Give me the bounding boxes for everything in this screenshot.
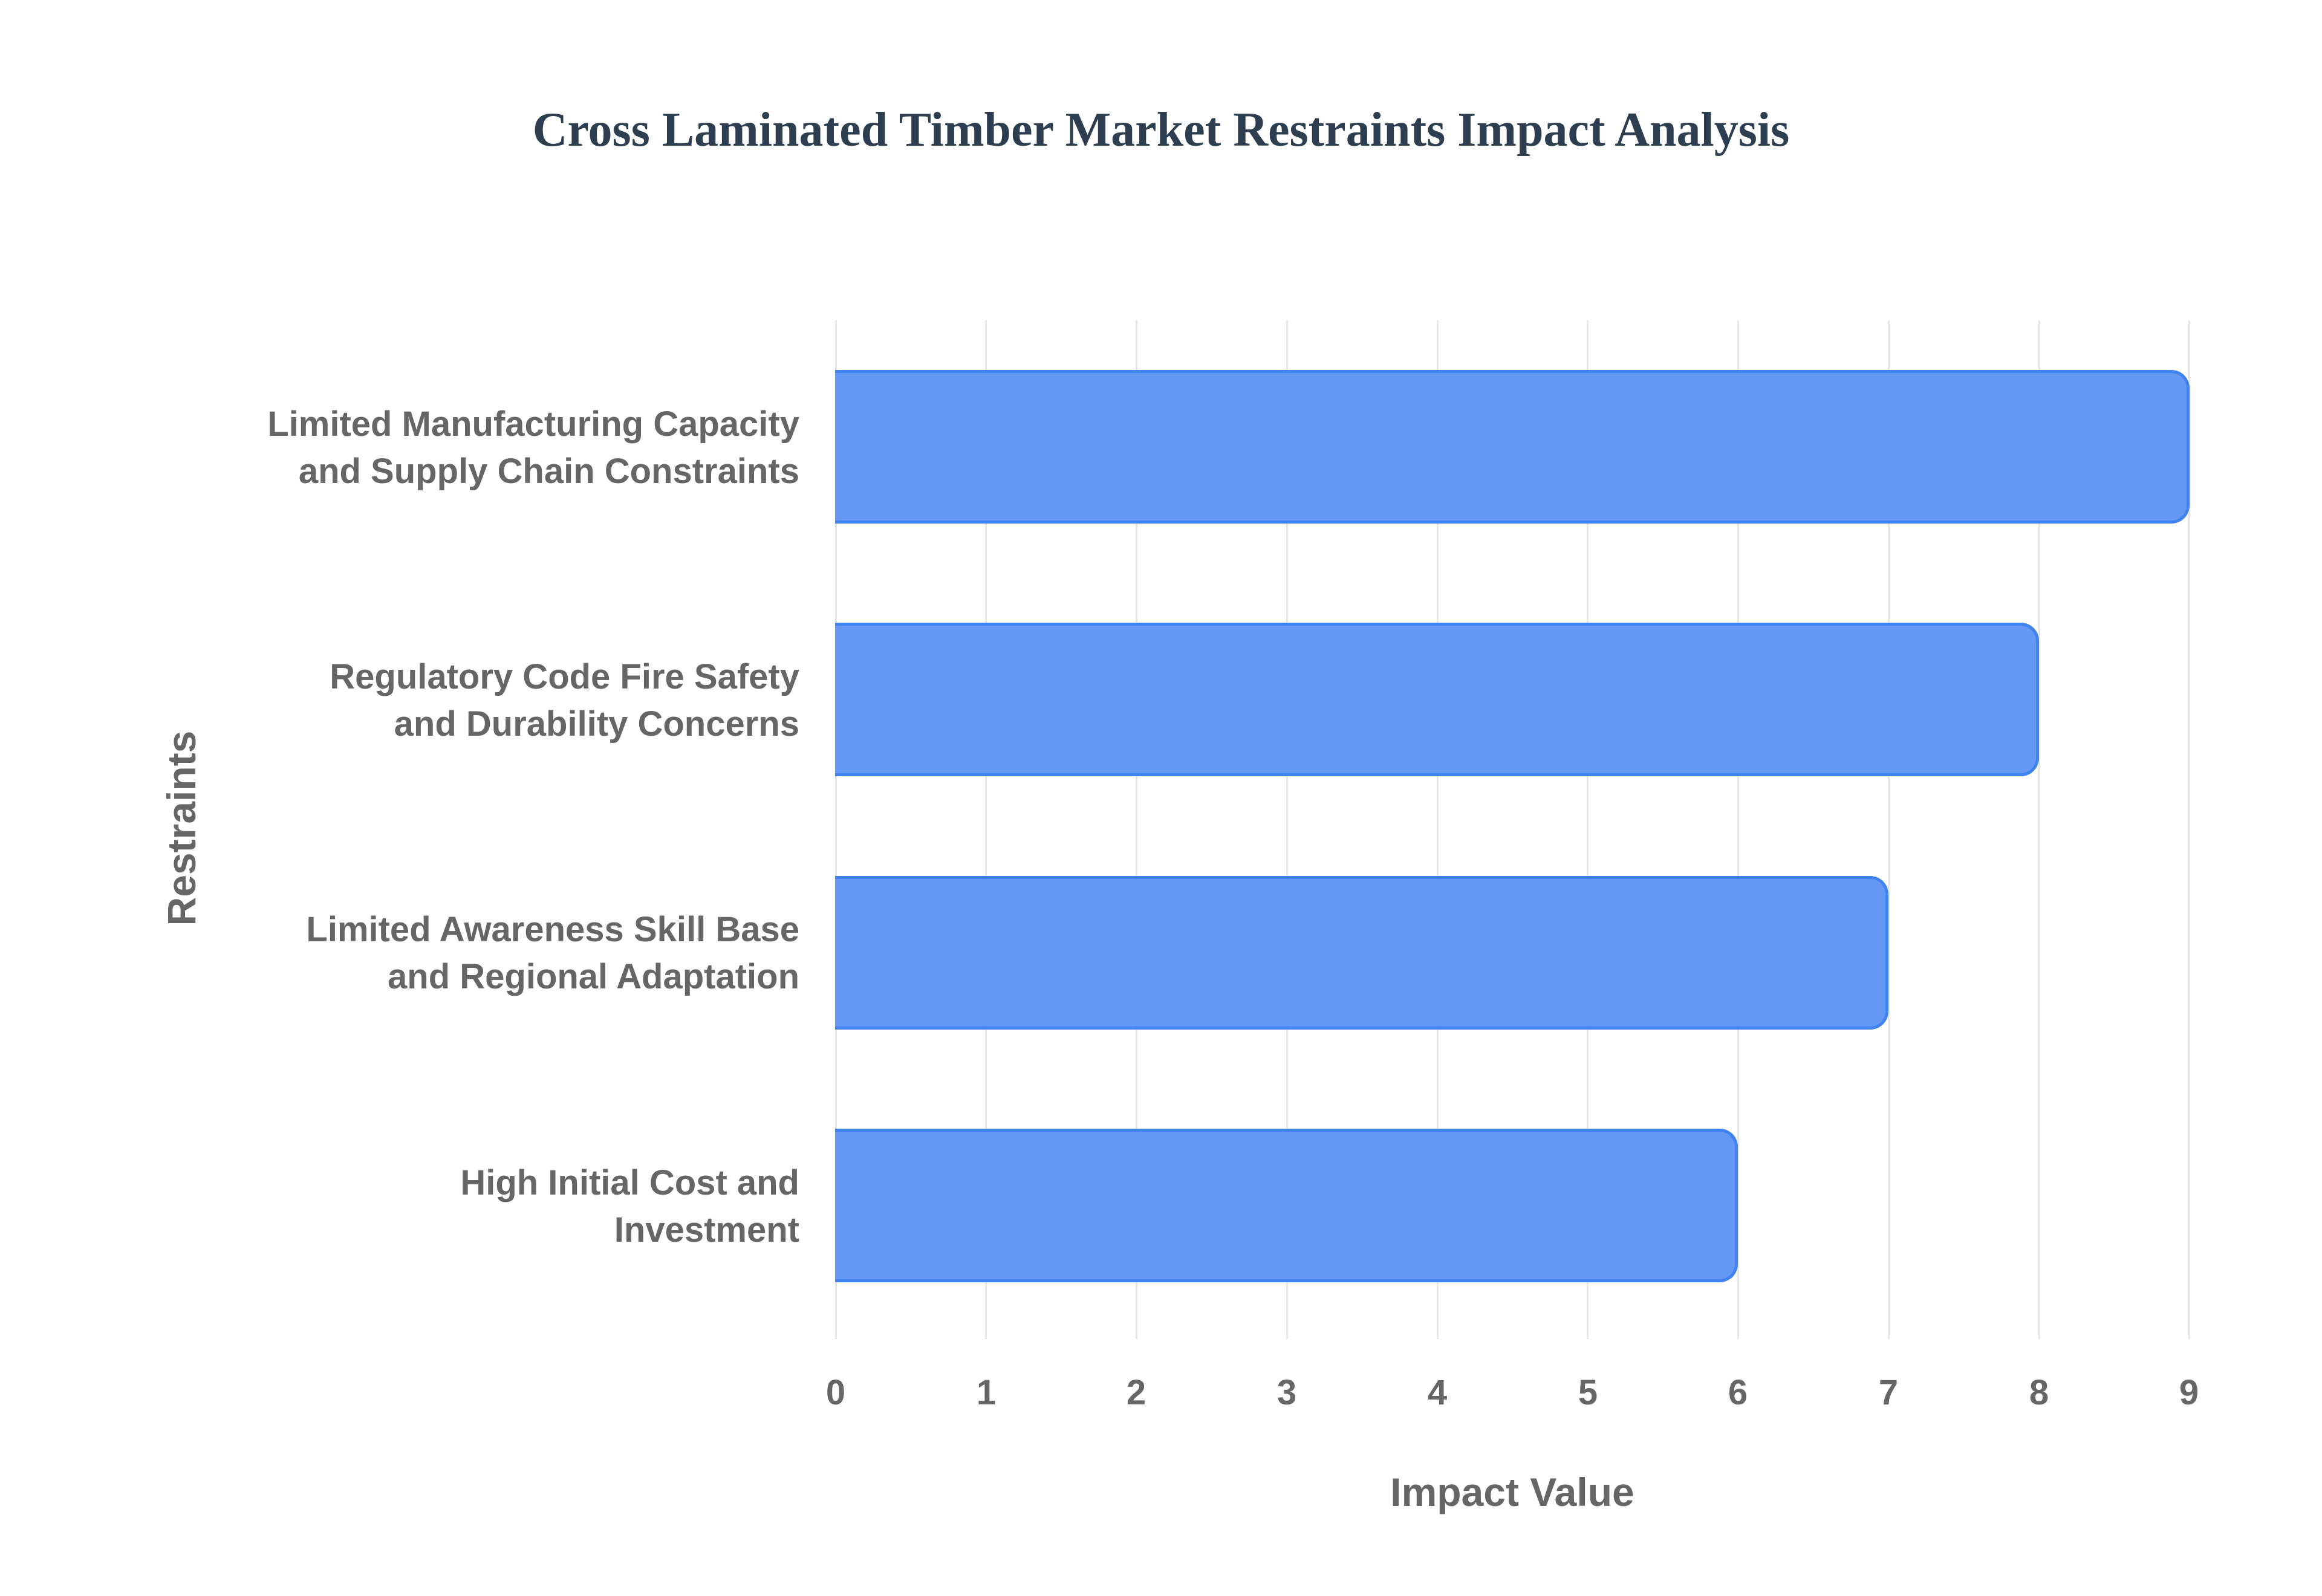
bar-high-initial-cost[interactable] — [835, 1129, 1738, 1282]
x-tick-label: 3 — [1276, 1373, 1297, 1412]
gridline-8 — [2038, 320, 2040, 1339]
category-label-line: and Regional Adaptation — [388, 957, 799, 996]
category-label-line: and Durability Concerns — [394, 704, 799, 744]
gridline-5 — [1587, 320, 1589, 1339]
gridline-3 — [1286, 320, 1288, 1339]
bar-limited-awareness[interactable] — [835, 876, 1888, 1030]
category-label-line: Limited Awareness Skill Base — [306, 910, 799, 949]
plot-area — [835, 320, 2190, 1339]
x-axis-title: Impact Value — [1390, 1470, 1634, 1514]
category-label-line: Investment — [614, 1210, 799, 1250]
category-label-line: High Initial Cost and — [460, 1163, 799, 1202]
gridline-2 — [1136, 320, 1137, 1339]
x-tick-label: 8 — [2029, 1373, 2049, 1412]
chart-title: Cross Laminated Timber Market Restraints… — [532, 103, 1790, 157]
gridline-1 — [985, 320, 987, 1339]
gridline-6 — [1737, 320, 1739, 1339]
x-tick-label: 9 — [2179, 1373, 2199, 1412]
bar-limited-manufacturing[interactable] — [835, 370, 2190, 524]
category-label: Limited Awareness Skill Base and Regiona… — [195, 906, 799, 1001]
category-label-line: Limited Manufacturing Capacity — [267, 404, 799, 444]
bar-regulatory-code[interactable] — [835, 623, 2039, 776]
y-axis-title: Restraints — [159, 730, 204, 926]
gridline-0 — [835, 320, 837, 1339]
category-label: Limited Manufacturing Capacity and Suppl… — [195, 401, 799, 495]
x-tick-label: 7 — [1878, 1373, 1899, 1412]
x-tick-label: 1 — [976, 1373, 997, 1412]
x-tick-label: 2 — [1126, 1373, 1146, 1412]
x-tick-label: 0 — [825, 1373, 846, 1412]
category-label-line: and Supply Chain Constraints — [298, 452, 799, 491]
gridline-9 — [2188, 320, 2190, 1339]
gridline-7 — [1888, 320, 1890, 1339]
category-label-line: Regulatory Code Fire Safety — [330, 657, 799, 696]
category-label: Regulatory Code Fire Safety and Durabili… — [195, 654, 799, 748]
x-tick-label: 5 — [1578, 1373, 1598, 1412]
x-tick-label: 6 — [1728, 1373, 1748, 1412]
category-label: High Initial Cost and Investment — [195, 1160, 799, 1254]
gridline-4 — [1437, 320, 1439, 1339]
x-tick-label: 4 — [1427, 1373, 1448, 1412]
